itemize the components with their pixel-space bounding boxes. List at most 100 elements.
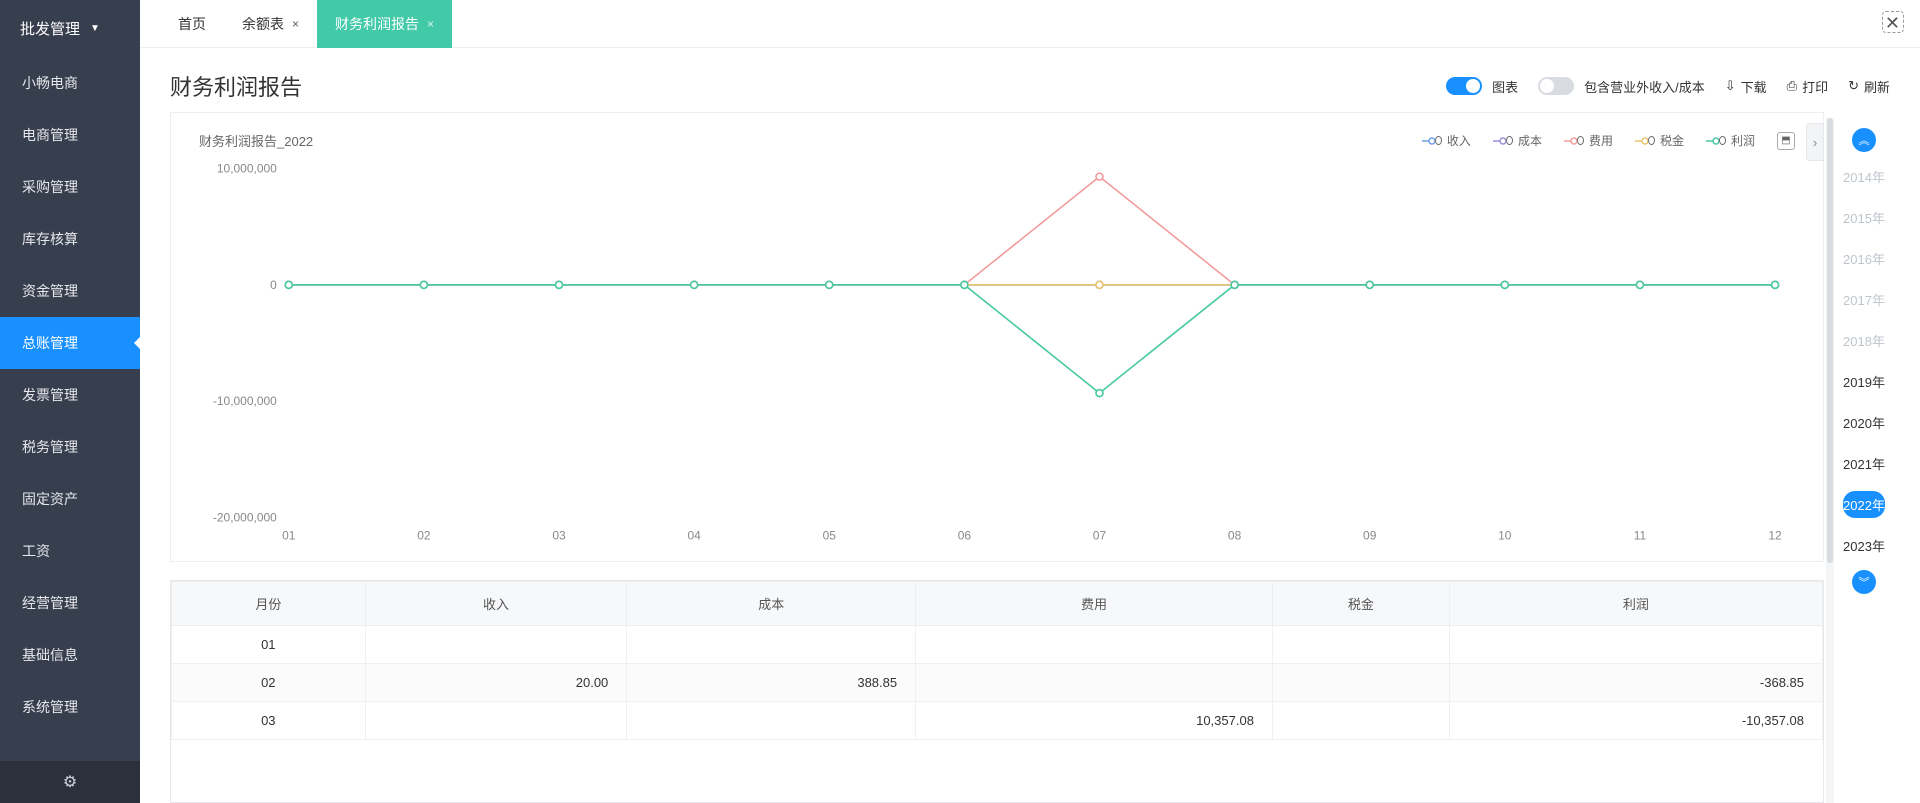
tab-label: 余额表: [242, 14, 284, 34]
tab-2[interactable]: 财务利润报告 ×: [317, 0, 452, 48]
table-cell: 10,357.08: [916, 702, 1273, 740]
sidebar-category[interactable]: 批发管理 ▼: [0, 0, 140, 57]
print-icon: ⎙: [1787, 78, 1797, 94]
sidebar-item-10[interactable]: 经营管理: [0, 577, 140, 629]
table-cell: [1272, 626, 1449, 664]
sidebar-item-6[interactable]: 发票管理: [0, 369, 140, 421]
svg-text:10: 10: [1498, 529, 1512, 543]
svg-text:09: 09: [1363, 529, 1377, 543]
chart-container: › 财务利润报告_2022 收入 成本 费用 税金 利润 ⬒ -20,000,000 -10…: [170, 112, 1824, 562]
sidebar-settings[interactable]: ⚙: [0, 761, 140, 803]
svg-text:-20,000,000: -20,000,000: [213, 511, 277, 525]
refresh-button[interactable]: ↻ 刷新: [1848, 77, 1890, 96]
legend-profit[interactable]: 利润: [1706, 132, 1755, 149]
svg-text:10,000,000: 10,000,000: [217, 161, 277, 175]
sidebar-item-7[interactable]: 税务管理: [0, 421, 140, 473]
title-bar: 财务利润报告 图表 包含营业外收入/成本 ⇩ 下载 ⎙ 打印: [140, 48, 1920, 112]
table-row: 01: [172, 626, 1823, 664]
toggle-chart[interactable]: [1446, 77, 1482, 95]
legend-tax[interactable]: 税金: [1635, 132, 1684, 149]
sidebar-item-4[interactable]: 资金管理: [0, 265, 140, 317]
table-cell: -368.85: [1449, 664, 1822, 702]
page-title: 财务利润报告: [170, 70, 302, 102]
table-cell: [916, 626, 1273, 664]
year-2021年[interactable]: 2021年: [1839, 443, 1889, 484]
table-cell: 01: [172, 626, 366, 664]
year-2023年[interactable]: 2023年: [1839, 525, 1889, 566]
svg-text:03: 03: [552, 529, 566, 543]
sidebar-item-1[interactable]: 电商管理: [0, 109, 140, 161]
chart-title: 财务利润报告_2022: [199, 131, 313, 150]
sidebar: 批发管理 ▼ 小畅电商电商管理采购管理库存核算资金管理总账管理发票管理税务管理固…: [0, 0, 140, 803]
year-scroll-up[interactable]: ︽: [1852, 128, 1876, 152]
tab-label: 财务利润报告: [335, 14, 419, 34]
table-header-5: 利润: [1449, 582, 1822, 626]
sidebar-item-2[interactable]: 采购管理: [0, 161, 140, 213]
table-cell: 20.00: [365, 664, 627, 702]
sidebar-item-8[interactable]: 固定资产: [0, 473, 140, 525]
year-2018年[interactable]: 2018年: [1839, 320, 1889, 361]
table-cell: 388.85: [627, 664, 916, 702]
line-chart: -20,000,000 -10,000,000 0 10,000,000 01 02 03 0…: [199, 158, 1795, 548]
tab-label: 首页: [178, 14, 206, 34]
legend-label: 收入: [1447, 132, 1471, 149]
chart-save-icon[interactable]: ⬒: [1777, 132, 1795, 150]
sidebar-item-11[interactable]: 基础信息: [0, 629, 140, 681]
fullscreen-icon[interactable]: [1882, 11, 1904, 33]
year-2022年[interactable]: 2022年: [1843, 491, 1885, 518]
svg-text:07: 07: [1093, 529, 1107, 543]
svg-text:05: 05: [823, 529, 837, 543]
table-cell: 03: [172, 702, 366, 740]
tab-close-icon[interactable]: ×: [292, 17, 299, 31]
legend-marker-icon: [1493, 137, 1513, 145]
tab-close-icon[interactable]: ×: [427, 17, 434, 31]
svg-text:04: 04: [687, 529, 701, 543]
sidebar-item-5[interactable]: 总账管理: [0, 317, 140, 369]
legend-label: 费用: [1589, 132, 1613, 149]
year-2015年[interactable]: 2015年: [1839, 197, 1889, 238]
legend-marker-icon: [1635, 137, 1655, 145]
year-2016年[interactable]: 2016年: [1839, 238, 1889, 279]
tab-0[interactable]: 首页: [160, 0, 224, 48]
svg-text:-10,000,000: -10,000,000: [213, 394, 277, 408]
table-row: 0220.00388.85-368.85: [172, 664, 1823, 702]
tab-1[interactable]: 余额表 ×: [224, 0, 317, 48]
year-2014年[interactable]: 2014年: [1839, 156, 1889, 197]
legend-cost[interactable]: 成本: [1493, 132, 1542, 149]
table-cell: [627, 626, 916, 664]
legend-income[interactable]: 收入: [1422, 132, 1471, 149]
svg-text:01: 01: [282, 529, 296, 543]
sidebar-category-label: 批发管理: [20, 18, 80, 39]
svg-text:02: 02: [417, 529, 431, 543]
svg-text:12: 12: [1768, 529, 1782, 543]
year-2020年[interactable]: 2020年: [1839, 402, 1889, 443]
gear-icon: ⚙: [63, 772, 77, 792]
legend-expense[interactable]: 费用: [1564, 132, 1613, 149]
chart-collapse-arrow[interactable]: ›: [1806, 123, 1824, 161]
data-table: 月份收入成本费用税金利润 010220.00388.85-368.850310,…: [170, 580, 1824, 803]
table-cell: [627, 702, 916, 740]
download-label: 下载: [1741, 77, 1767, 96]
year-scroll-down[interactable]: ︾: [1852, 570, 1876, 594]
table-header-1: 收入: [365, 582, 627, 626]
year-2017年[interactable]: 2017年: [1839, 279, 1889, 320]
year-2019年[interactable]: 2019年: [1839, 361, 1889, 402]
table-header-4: 税金: [1272, 582, 1449, 626]
svg-text:08: 08: [1228, 529, 1242, 543]
print-button[interactable]: ⎙ 打印: [1787, 77, 1828, 96]
sidebar-item-0[interactable]: 小畅电商: [0, 57, 140, 109]
svg-text:0: 0: [270, 278, 277, 292]
scrollbar-thumb[interactable]: [1827, 118, 1833, 563]
sidebar-item-3[interactable]: 库存核算: [0, 213, 140, 265]
svg-text:06: 06: [958, 529, 972, 543]
toggle-extra-income[interactable]: [1538, 77, 1574, 95]
tabs-bar: 首页余额表×财务利润报告× ✕: [140, 0, 1920, 48]
sidebar-item-9[interactable]: 工资: [0, 525, 140, 577]
refresh-label: 刷新: [1864, 77, 1890, 96]
download-button[interactable]: ⇩ 下载: [1725, 77, 1767, 96]
svg-text:11: 11: [1634, 529, 1647, 543]
chart-legend: 收入 成本 费用 税金 利润 ⬒: [1422, 132, 1795, 150]
sidebar-item-12[interactable]: 系统管理: [0, 681, 140, 733]
scrollbar-track[interactable]: [1826, 118, 1834, 803]
legend-label: 税金: [1660, 132, 1684, 149]
